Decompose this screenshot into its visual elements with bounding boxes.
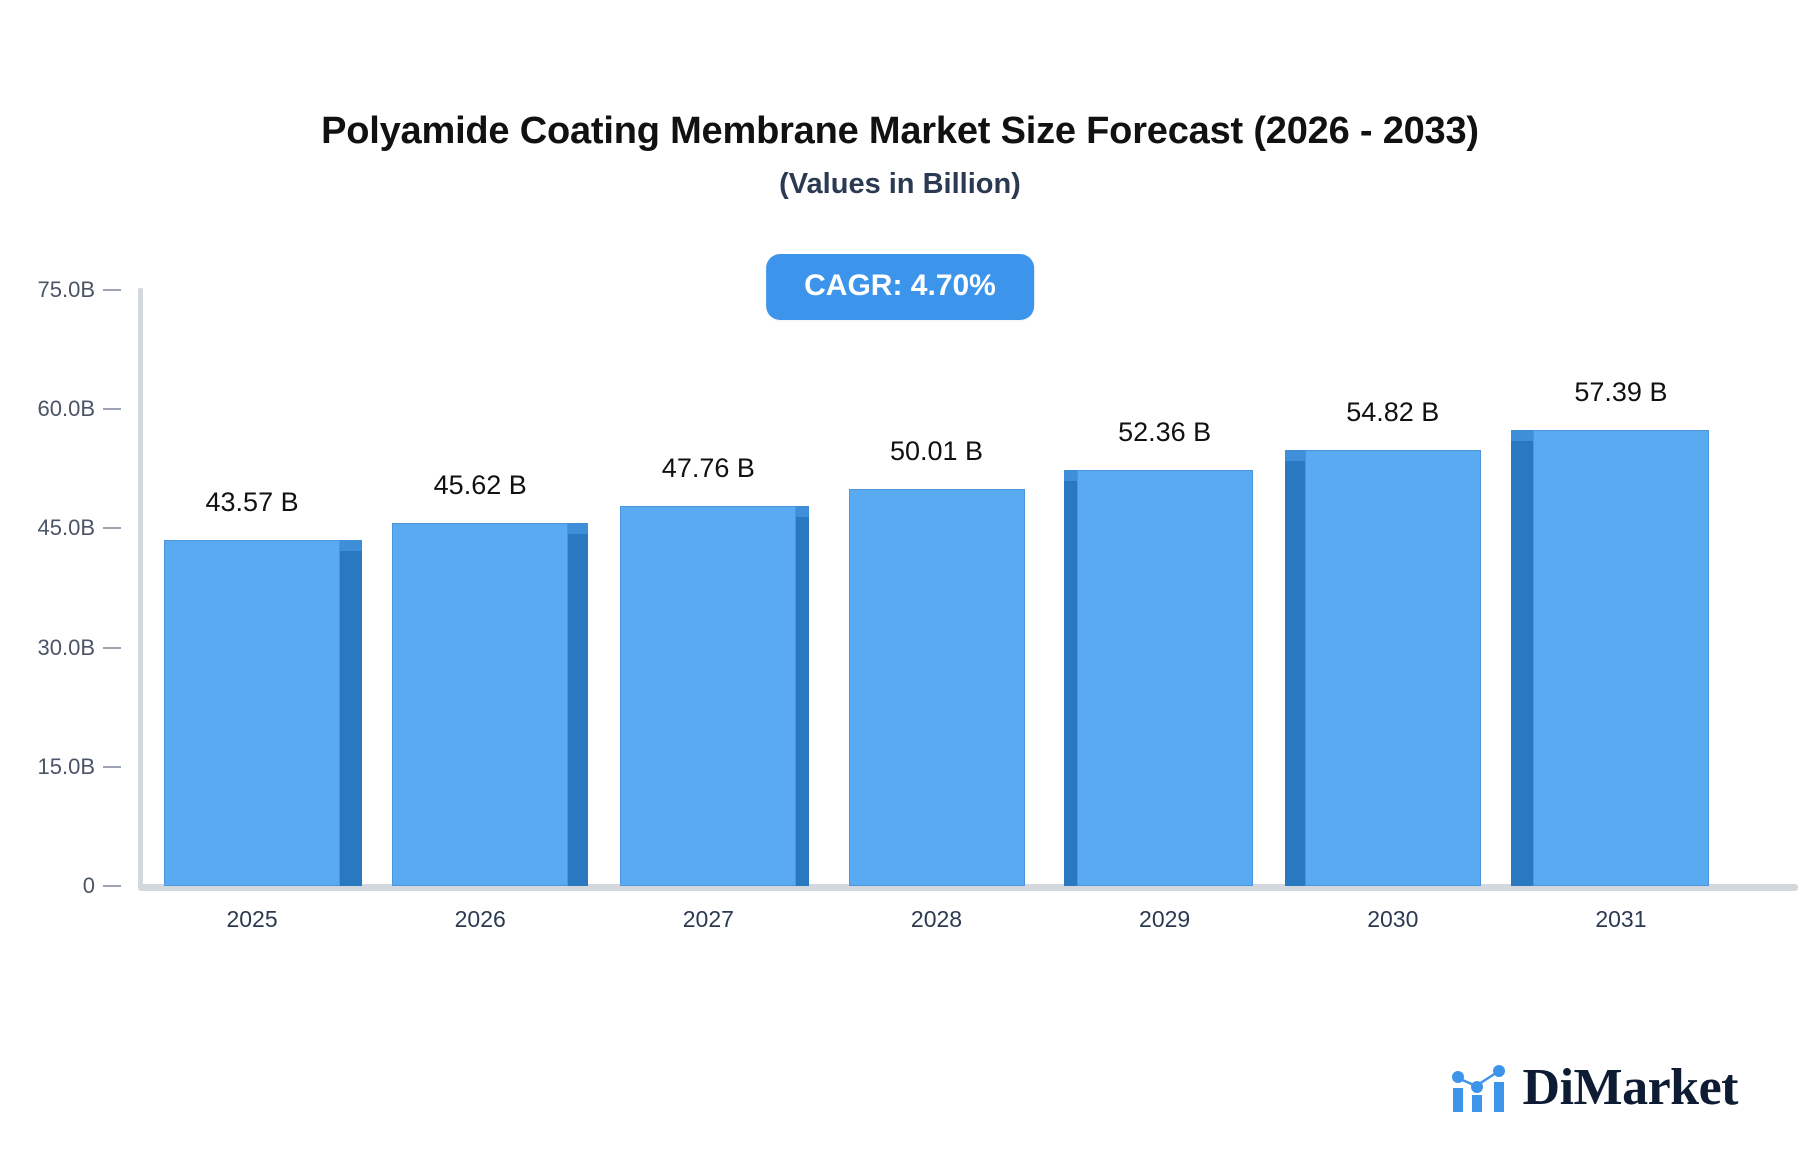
y-tick-mark <box>103 885 121 887</box>
bar-side-face <box>1284 460 1305 886</box>
x-axis-line <box>138 884 1798 891</box>
x-tick-label: 2030 <box>1367 906 1419 932</box>
cagr-badge: CAGR: 4.70% <box>766 254 1034 320</box>
y-tick-label: 45.0B <box>37 515 96 541</box>
y-axis-line <box>138 288 143 888</box>
chart-title: Polyamide Coating Membrane Market Size F… <box>321 110 1479 152</box>
bar-value-label: 54.82 B <box>1346 397 1440 428</box>
bar-front-face <box>620 506 797 886</box>
plot-area: 43.57 B 45.62 B 47.76 B 50.01 B 52.36 B 54.82… <box>138 290 1735 886</box>
y-tick-mark <box>103 527 121 530</box>
y-tick-label: 60.0B <box>37 396 96 422</box>
bar-2028 <box>848 488 1025 886</box>
y-tick-mark <box>103 408 121 411</box>
x-tick-label: 2026 <box>454 906 506 932</box>
bar-front-face <box>392 523 569 886</box>
bar-value-label: 50.01 B <box>889 435 984 466</box>
y-tick-label: 0 <box>82 873 95 898</box>
bar-side-face <box>1510 439 1533 886</box>
bar-front-face <box>164 539 341 886</box>
bar-2031 <box>1510 429 1709 886</box>
bar-front-face <box>848 488 1025 886</box>
bar-2026 <box>392 523 589 886</box>
bar-2025 <box>164 539 363 886</box>
x-tick-label: 2031 <box>1595 906 1647 932</box>
x-tick-label: 2027 <box>682 906 734 932</box>
y-tick-label: 30.0B <box>37 634 96 660</box>
bar-value-label: 45.62 B <box>433 470 527 501</box>
y-tick-label: 15.0B <box>37 753 96 779</box>
dimarket-logo: DiMarket <box>1449 1059 1739 1116</box>
bar-side-face <box>796 516 810 886</box>
bar-side-face <box>340 549 363 886</box>
bar-front-face <box>1304 450 1481 886</box>
y-tick-mark <box>103 765 121 768</box>
bar-value-label: 52.36 B <box>1118 416 1212 447</box>
bar-front-face <box>1532 429 1709 886</box>
y-tick-mark <box>103 646 121 649</box>
bar-value-label: 43.57 B <box>205 486 299 517</box>
x-tick-label: 2025 <box>226 906 278 932</box>
bar-side-face <box>568 533 589 886</box>
x-tick-label: 2028 <box>910 906 963 932</box>
bar-side-face <box>1063 479 1077 886</box>
chart-subtitle: (Values in Billion) <box>779 168 1021 200</box>
bar-2029 <box>1063 469 1253 886</box>
bar-front-face <box>1076 469 1253 886</box>
bar-2030 <box>1284 450 1481 886</box>
bar-chart-logo-icon <box>1451 1065 1505 1112</box>
x-tick-label: 2029 <box>1139 906 1191 932</box>
bar-value-label: 47.76 B <box>661 453 755 484</box>
bar-2027 <box>620 506 810 886</box>
logo-wordmark: DiMarket <box>1522 1059 1739 1116</box>
y-tick-mark <box>103 289 121 291</box>
y-tick-label: 75.0B <box>37 277 96 302</box>
bar-value-label: 57.39 B <box>1574 376 1668 407</box>
